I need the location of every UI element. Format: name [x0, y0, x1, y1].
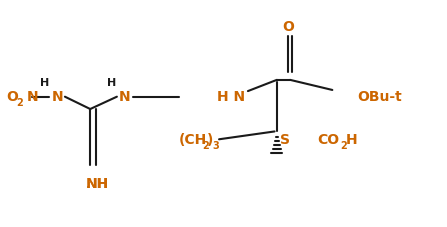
Text: N: N	[27, 90, 39, 104]
Text: NH: NH	[85, 177, 109, 191]
Text: O: O	[282, 20, 294, 34]
Text: (CH: (CH	[179, 133, 207, 147]
Text: 2: 2	[202, 141, 209, 151]
Text: ): )	[207, 133, 213, 147]
Text: H N: H N	[217, 90, 245, 104]
Text: O: O	[6, 90, 18, 104]
Text: H: H	[107, 78, 116, 88]
Text: H: H	[40, 78, 50, 88]
Text: N: N	[51, 90, 63, 104]
Text: S: S	[280, 133, 290, 147]
Text: N: N	[119, 90, 131, 104]
Text: 2: 2	[340, 141, 346, 151]
Text: IH: IH	[81, 175, 98, 189]
Text: CO: CO	[317, 133, 339, 147]
Text: 3: 3	[213, 141, 219, 151]
Text: OBu-t: OBu-t	[357, 90, 401, 104]
Text: 2: 2	[16, 98, 23, 108]
Text: NH: NH	[85, 177, 109, 191]
Text: H: H	[346, 133, 357, 147]
